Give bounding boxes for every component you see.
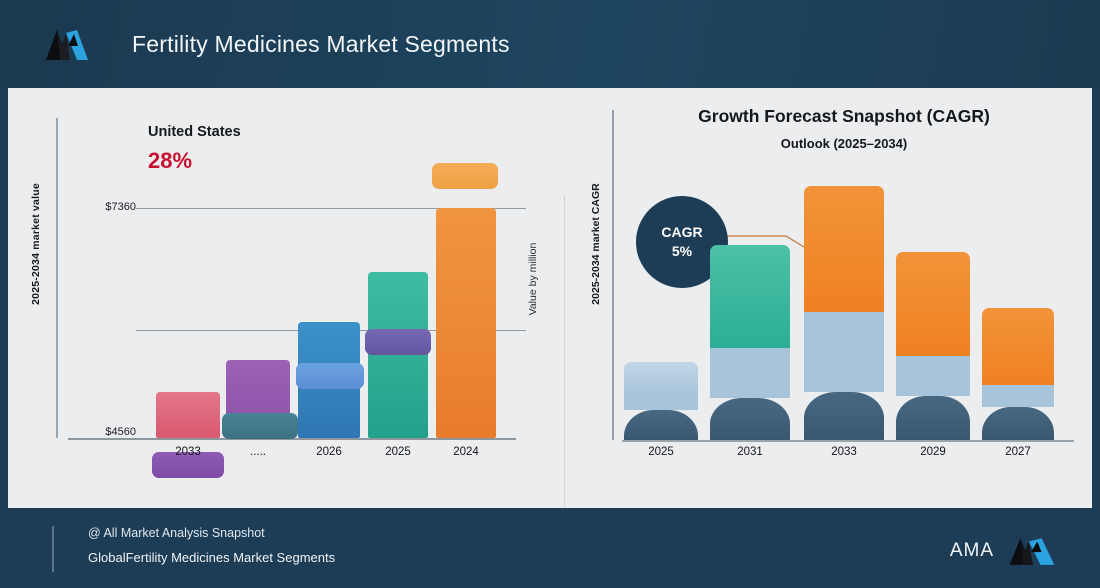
header-bar: Fertility Medicines Market Segments [0, 0, 1100, 88]
footer-brand-text: AMA [949, 540, 994, 561]
xlabel-2027-right: 2027 [1005, 446, 1031, 458]
xlabel-2026-left: 2026 [316, 446, 342, 458]
footer-line-2: GlobalFertility Medicines Market Segment… [88, 550, 336, 565]
left-chart-percent-value: 28% [148, 148, 193, 173]
left-chart: 2025-2034 market value Value by million … [8, 88, 564, 508]
bar-2033[interactable] [156, 392, 220, 438]
y-tick-bottom: $4560 [105, 426, 136, 438]
stacked-seg-top-2031 [710, 245, 790, 348]
stacked-seg-base-2033 [804, 392, 884, 440]
stacked-seg-base-2027 [982, 407, 1054, 440]
right-chart-baseline [622, 440, 1074, 442]
bar-2024[interactable] [436, 208, 496, 438]
stacked-seg-top-2029 [896, 252, 970, 356]
stacked-seg-top-2027 [982, 308, 1054, 385]
xlabel-2025-left: 2025 [385, 446, 411, 458]
bar-cap-2024 [432, 163, 498, 189]
xlabel-2031-right: 2031 [737, 446, 763, 458]
bar-cap-2025 [365, 329, 431, 355]
stacked-seg-base-2025 [624, 410, 698, 440]
bar-cap-2026 [296, 363, 364, 389]
stacked-seg-mid-2027 [982, 385, 1054, 407]
stacked-bar-2027[interactable] [982, 308, 1054, 440]
stacked-seg-mid-2033 [804, 312, 884, 392]
bar-cap-dots [222, 413, 298, 439]
footer-brand: AMA [950, 534, 1058, 568]
stacked-seg-mid-2025 [624, 392, 698, 410]
stacked-bar-2029[interactable] [896, 252, 970, 440]
footer-divider [52, 526, 54, 572]
charts-panel: 2025-2034 market value Value by million … [8, 88, 1092, 526]
left-chart-bars: 2033 ..... 2026 2025 202 [8, 88, 564, 508]
y-tick-top: $7360 [105, 201, 136, 213]
xlabel-dots-left: ..... [250, 446, 266, 458]
right-chart: 2025-2034 market CAGR Growth Forecast Sn… [564, 88, 1092, 508]
ama-mountain-logo-icon [1009, 538, 1055, 565]
cagr-badge-value: 5% [671, 243, 693, 259]
xlabel-2024-left: 2024 [453, 446, 479, 458]
gridline-top [136, 208, 526, 209]
left-chart-y-axis [56, 118, 58, 438]
page-title: Fertility Medicines Market Segments [132, 30, 510, 57]
panel-divider [564, 196, 565, 526]
xlabel-2033-right: 2033 [831, 446, 857, 458]
right-chart-y-axis-label: 2025-2034 market CAGR [590, 183, 602, 305]
stacked-seg-top-2033 [804, 186, 884, 312]
stacked-bar-2025[interactable] [624, 362, 698, 440]
stacked-bar-2031[interactable] [710, 245, 790, 440]
stacked-seg-mid-2031 [710, 348, 790, 398]
stacked-seg-base-2029 [896, 396, 970, 440]
bar-cap-2033 [152, 452, 224, 478]
cagr-badge-label: CAGR [661, 224, 703, 241]
footer-bar: @ All Market Analysis Snapshot GlobalFer… [0, 508, 1100, 588]
bar-2025[interactable] [368, 272, 428, 438]
stacked-bar-2033[interactable] [804, 186, 884, 440]
stacked-seg-base-2031 [710, 398, 790, 440]
xlabel-2029-right: 2029 [920, 446, 946, 458]
xlabel-2033-left: 2033 [175, 446, 201, 458]
left-chart-region-label: United States [148, 124, 241, 140]
xlabel-2025-right: 2025 [648, 446, 674, 458]
right-chart-y-axis [612, 110, 614, 440]
stacked-seg-mid-2029 [896, 356, 970, 396]
right-chart-subtitle: Outlook (2025–2034) [780, 136, 908, 151]
right-chart-title: Growth Forecast Snapshot (CAGR) [698, 106, 990, 126]
cagr-badge: CAGR 5% [636, 196, 728, 288]
stacked-seg-top-2025 [624, 362, 698, 392]
ama-mountain-logo-icon [46, 30, 88, 60]
footer-line-1: @ All Market Analysis Snapshot [88, 526, 265, 540]
